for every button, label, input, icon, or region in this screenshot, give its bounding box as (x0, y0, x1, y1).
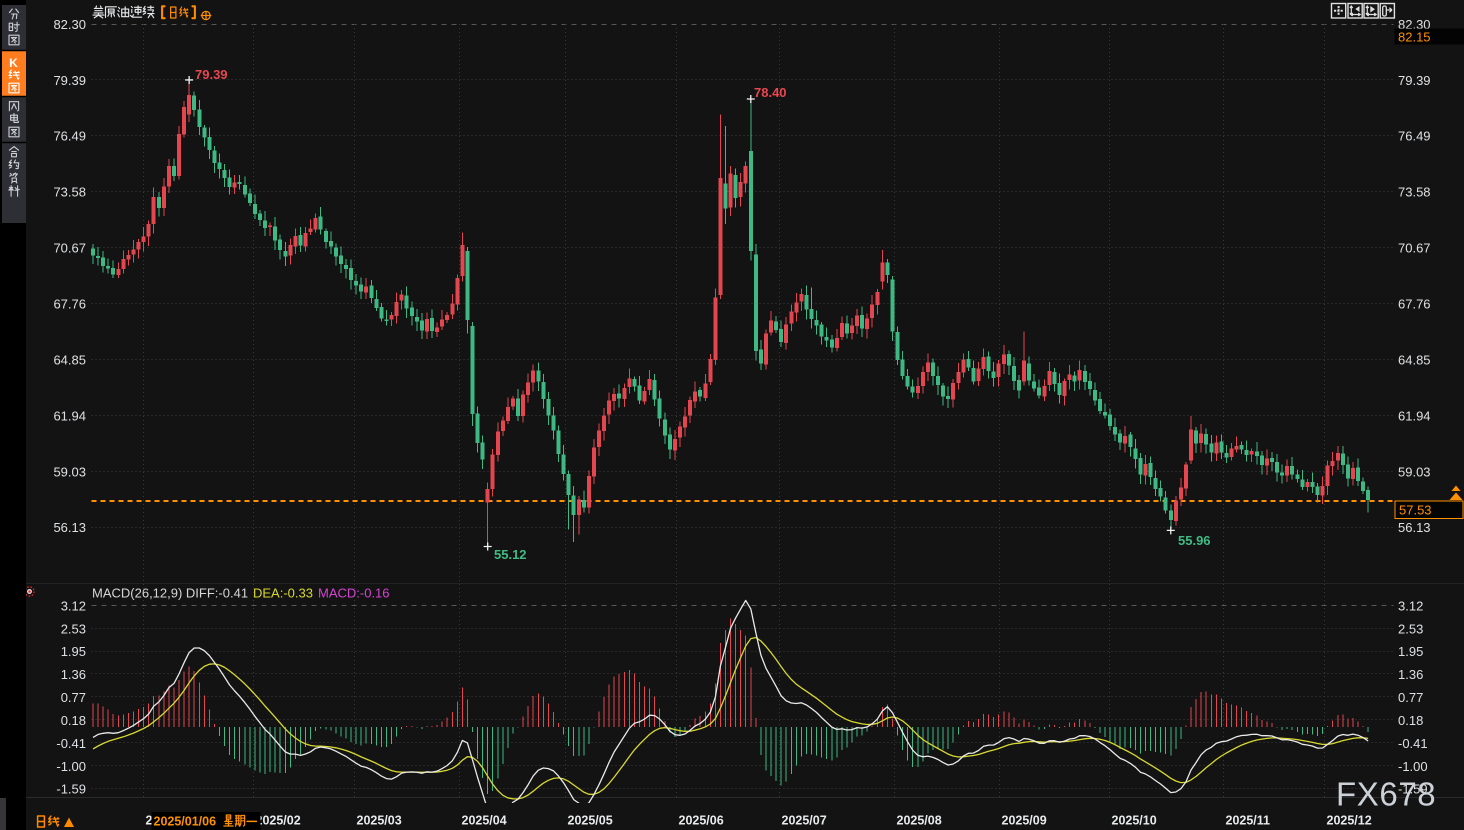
svg-text:1.95: 1.95 (61, 644, 86, 659)
svg-text:61.94: 61.94 (53, 408, 86, 423)
svg-text:3.12: 3.12 (1398, 599, 1423, 614)
svg-text:DEA:-0.33: DEA:-0.33 (253, 586, 313, 601)
svg-text:79.39: 79.39 (1398, 73, 1431, 88)
svg-text:2025/02: 2025/02 (256, 814, 301, 828)
svg-text:1.36: 1.36 (1398, 667, 1423, 682)
svg-text:2025/07: 2025/07 (782, 814, 827, 828)
svg-text:-1.00: -1.00 (1398, 759, 1428, 774)
svg-text:73.58: 73.58 (1398, 185, 1431, 200)
svg-text:0.77: 0.77 (61, 690, 86, 705)
svg-text:1.95: 1.95 (1398, 644, 1423, 659)
svg-text:55.12: 55.12 (494, 547, 527, 562)
svg-text:3.12: 3.12 (61, 599, 86, 614)
svg-text:70.67: 70.67 (53, 241, 86, 256)
svg-text:78.40: 78.40 (754, 85, 787, 100)
svg-text:57.53: 57.53 (1399, 503, 1432, 518)
svg-text:2025/05: 2025/05 (568, 814, 613, 828)
svg-text:0.77: 0.77 (1398, 690, 1423, 705)
svg-text:56.13: 56.13 (1398, 520, 1431, 535)
svg-text:82.30: 82.30 (53, 17, 86, 32)
svg-text:76.49: 76.49 (1398, 129, 1431, 144)
svg-text:2025/01/06: 2025/01/06 (154, 815, 217, 829)
svg-text:56.13: 56.13 (53, 520, 86, 535)
svg-text:61.94: 61.94 (1398, 408, 1431, 423)
svg-text:-1.00: -1.00 (56, 759, 86, 774)
svg-text:67.76: 67.76 (53, 297, 86, 312)
svg-text:2025/12: 2025/12 (1327, 814, 1372, 828)
svg-text:FX678: FX678 (1336, 776, 1436, 813)
svg-text:2025/06: 2025/06 (679, 814, 724, 828)
svg-text:82.30: 82.30 (1398, 17, 1431, 32)
svg-text:MACD:-0.16: MACD:-0.16 (318, 586, 390, 601)
svg-text:2025/03: 2025/03 (357, 814, 402, 828)
svg-text:79.39: 79.39 (195, 67, 228, 82)
svg-text:-0.41: -0.41 (56, 736, 86, 751)
svg-text:79.39: 79.39 (53, 73, 86, 88)
svg-text:0.18: 0.18 (61, 713, 86, 728)
svg-text:59.03: 59.03 (1398, 464, 1431, 479)
svg-text:64.85: 64.85 (1398, 352, 1431, 367)
svg-text:76.49: 76.49 (53, 129, 86, 144)
svg-text:82.15: 82.15 (1398, 30, 1431, 45)
svg-text:1.36: 1.36 (61, 667, 86, 682)
svg-text:59.03: 59.03 (53, 464, 86, 479)
svg-text:-0.41: -0.41 (1398, 736, 1428, 751)
svg-text:-1.59: -1.59 (56, 782, 86, 797)
svg-text:K: K (9, 56, 18, 70)
svg-text:64.85: 64.85 (53, 352, 86, 367)
svg-text:73.58: 73.58 (53, 185, 86, 200)
svg-text:2025/04: 2025/04 (462, 814, 507, 828)
svg-text:2.53: 2.53 (61, 621, 86, 636)
svg-text:0.18: 0.18 (1398, 713, 1423, 728)
svg-text:2025/10: 2025/10 (1112, 814, 1157, 828)
svg-text:2025/08: 2025/08 (897, 814, 942, 828)
svg-text:MACD(26,12,9) DIFF:-0.41: MACD(26,12,9) DIFF:-0.41 (92, 586, 248, 601)
svg-text:2025/11: 2025/11 (1226, 814, 1271, 828)
svg-text:2025/09: 2025/09 (1002, 814, 1047, 828)
svg-text:-1.59: -1.59 (1398, 782, 1428, 797)
svg-text:70.67: 70.67 (1398, 241, 1431, 256)
svg-text:55.96: 55.96 (1178, 533, 1211, 548)
svg-text:2.53: 2.53 (1398, 621, 1423, 636)
svg-text:67.76: 67.76 (1398, 297, 1431, 312)
